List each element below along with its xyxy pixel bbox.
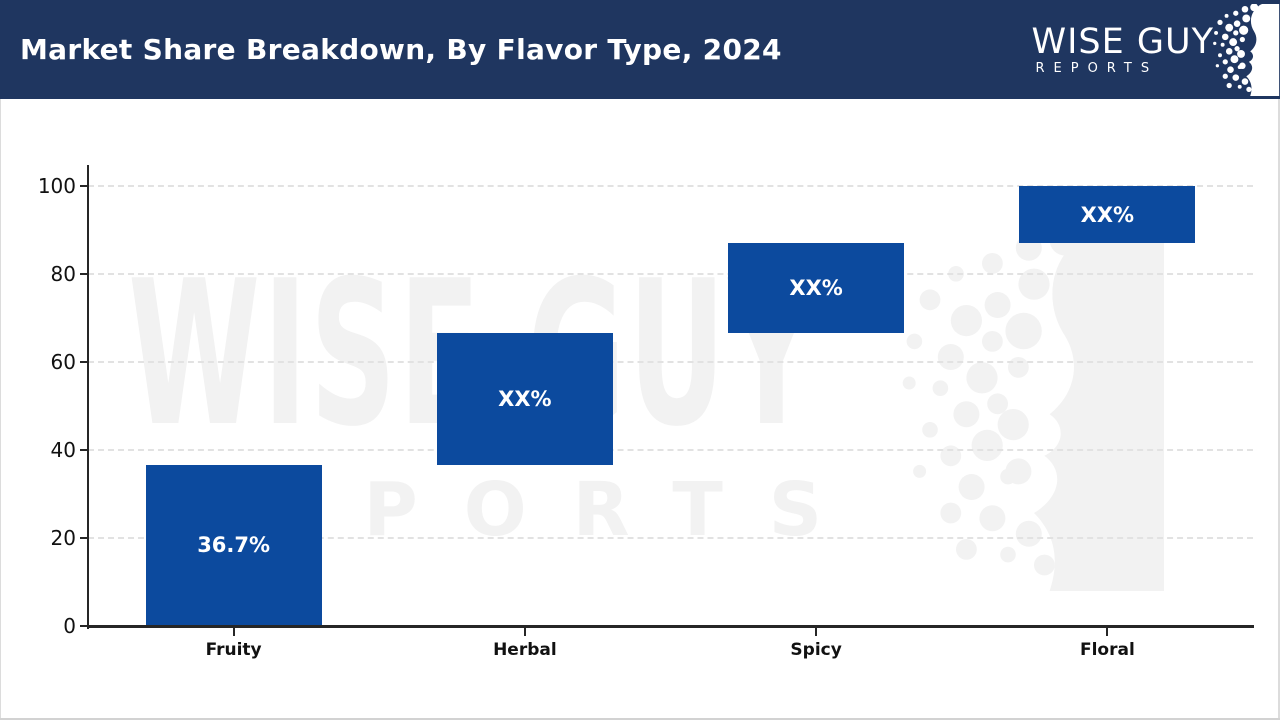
bar-spicy: XX% — [728, 243, 905, 334]
bar-herbal: XX% — [436, 333, 613, 465]
x-axis-category-label: Floral — [1079, 640, 1135, 660]
y-tick-mark — [80, 537, 88, 539]
y-tick-mark — [80, 185, 88, 187]
x-axis — [87, 625, 1254, 628]
bar-value-label: XX% — [1080, 202, 1135, 227]
y-tick-label: 0 — [63, 614, 76, 638]
y-tick-label: 60 — [50, 350, 76, 374]
y-tick-mark — [80, 273, 88, 275]
y-tick-label: 80 — [50, 262, 76, 286]
bar-fruity: 36.7% — [145, 464, 322, 626]
gridline-80 — [88, 273, 1253, 275]
bar-floral: XX% — [1019, 186, 1196, 244]
chart-area: WISE GUY REPORTS 0 20 40 60 80 100 36.7% Fruity… — [0, 99, 1280, 720]
bar-value-label: 36.7% — [197, 533, 271, 558]
x-tick-mark — [1106, 628, 1109, 636]
bottom-border — [0, 718, 1280, 720]
logo-face-icon — [1213, 4, 1280, 96]
gridline-60 — [88, 361, 1253, 363]
y-axis — [87, 165, 89, 629]
x-tick-mark — [523, 628, 526, 636]
y-tick-label: 20 — [50, 526, 76, 550]
logo-wordmark-sub: REPORTS — [1035, 61, 1159, 77]
y-tick-mark — [80, 361, 88, 363]
right-border — [1278, 99, 1280, 720]
y-tick-mark — [80, 449, 88, 451]
gridline-100 — [88, 185, 1253, 187]
page-title: Market Share Breakdown, By Flavor Type, … — [20, 33, 782, 66]
y-tick-mark — [80, 625, 88, 627]
bar-value-label: XX% — [498, 386, 552, 411]
left-border — [0, 99, 1, 720]
x-axis-category-label: Herbal — [493, 640, 557, 660]
logo-wordmark: WISE GUY REPORTS — [1031, 21, 1214, 77]
wise-guy-logo: WISE GUY REPORTS — [1031, 4, 1280, 96]
gridline-20 — [88, 537, 1253, 539]
x-tick-mark — [815, 628, 818, 636]
x-axis-category-label: Spicy — [790, 640, 842, 660]
logo-wordmark-main: WISE GUY — [1031, 21, 1214, 62]
x-axis-category-label: Fruity — [205, 640, 262, 660]
y-tick-label: 100 — [37, 174, 76, 198]
y-tick-label: 40 — [50, 438, 76, 462]
bar-value-label: XX% — [789, 276, 843, 301]
gridline-40 — [88, 449, 1253, 451]
x-tick-mark — [232, 628, 235, 636]
header-bar: Market Share Breakdown, By Flavor Type, … — [0, 0, 1280, 99]
